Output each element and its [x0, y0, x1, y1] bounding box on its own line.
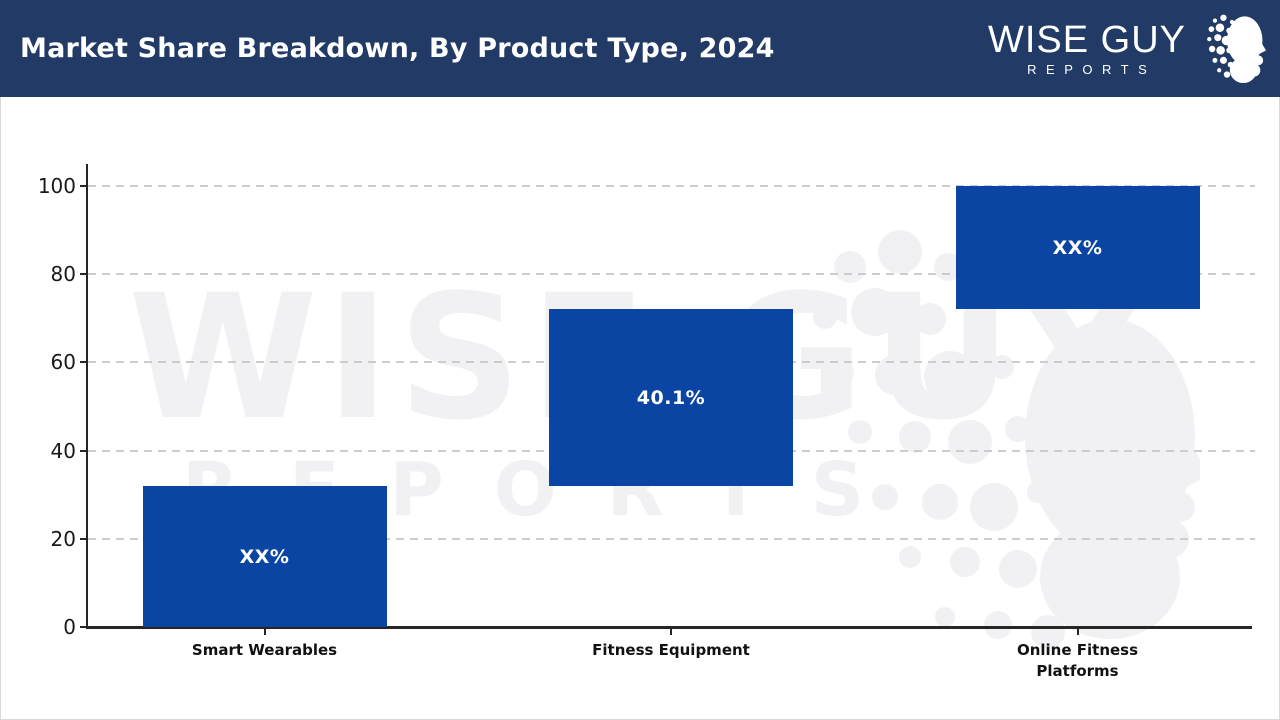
x-tick-2 [670, 628, 672, 635]
bar-1: XX% [142, 486, 387, 627]
header-bar: Market Share Breakdown, By Product Type,… [0, 0, 1280, 97]
bar-3: XX% [955, 186, 1200, 310]
wiseguy-logo: WISE GUY REPORTS [988, 6, 1266, 92]
logo-subtext: REPORTS [1027, 62, 1157, 77]
x-tick-label-3: Online Fitness Platforms [1016, 641, 1139, 680]
y-tick-label-0: 0 [63, 615, 76, 639]
x-tick-label-2: Fitness Equipment [592, 641, 750, 659]
y-tick-label-100: 100 [37, 174, 76, 198]
x-tick-3 [1076, 628, 1079, 635]
gridline-80 [88, 273, 1255, 276]
plot-area: 0 20 40 60 80 100 XX% Smart Wearables 40.1% Fitne… [0, 97, 1280, 720]
gridline-20 [88, 537, 1255, 540]
logo-text: WISE GUY REPORTS [988, 20, 1186, 78]
x-axis-line [86, 626, 1252, 629]
y-tick-0 [80, 626, 88, 628]
waterfall-chart: WISE GUY REPORTS [0, 97, 1280, 720]
page-title: Market Share Breakdown, By Product Type,… [20, 33, 775, 64]
bar-2: 40.1% [549, 309, 793, 487]
gridline-100 [88, 185, 1255, 187]
x-tick-1 [263, 628, 266, 635]
bar-value-label: XX% [1052, 236, 1103, 259]
y-tick-40 [80, 449, 88, 452]
y-tick-80 [80, 273, 88, 276]
y-tick-100 [80, 185, 88, 187]
y-tick-20 [80, 537, 88, 540]
y-axis-line [86, 164, 88, 629]
bar-value-label: XX% [239, 545, 290, 568]
y-tick-60 [80, 361, 88, 364]
y-tick-label-40: 40 [50, 438, 76, 463]
logo-wordmark: WISE GUY [987, 19, 1186, 61]
y-tick-label-80: 80 [50, 262, 76, 287]
y-tick-label-60: 60 [50, 350, 76, 375]
logo-face-icon [1207, 14, 1266, 84]
bar-value-label: 40.1% [636, 386, 706, 409]
x-tick-label-1: Smart Wearables [191, 641, 338, 659]
y-tick-label-20: 20 [50, 526, 76, 551]
